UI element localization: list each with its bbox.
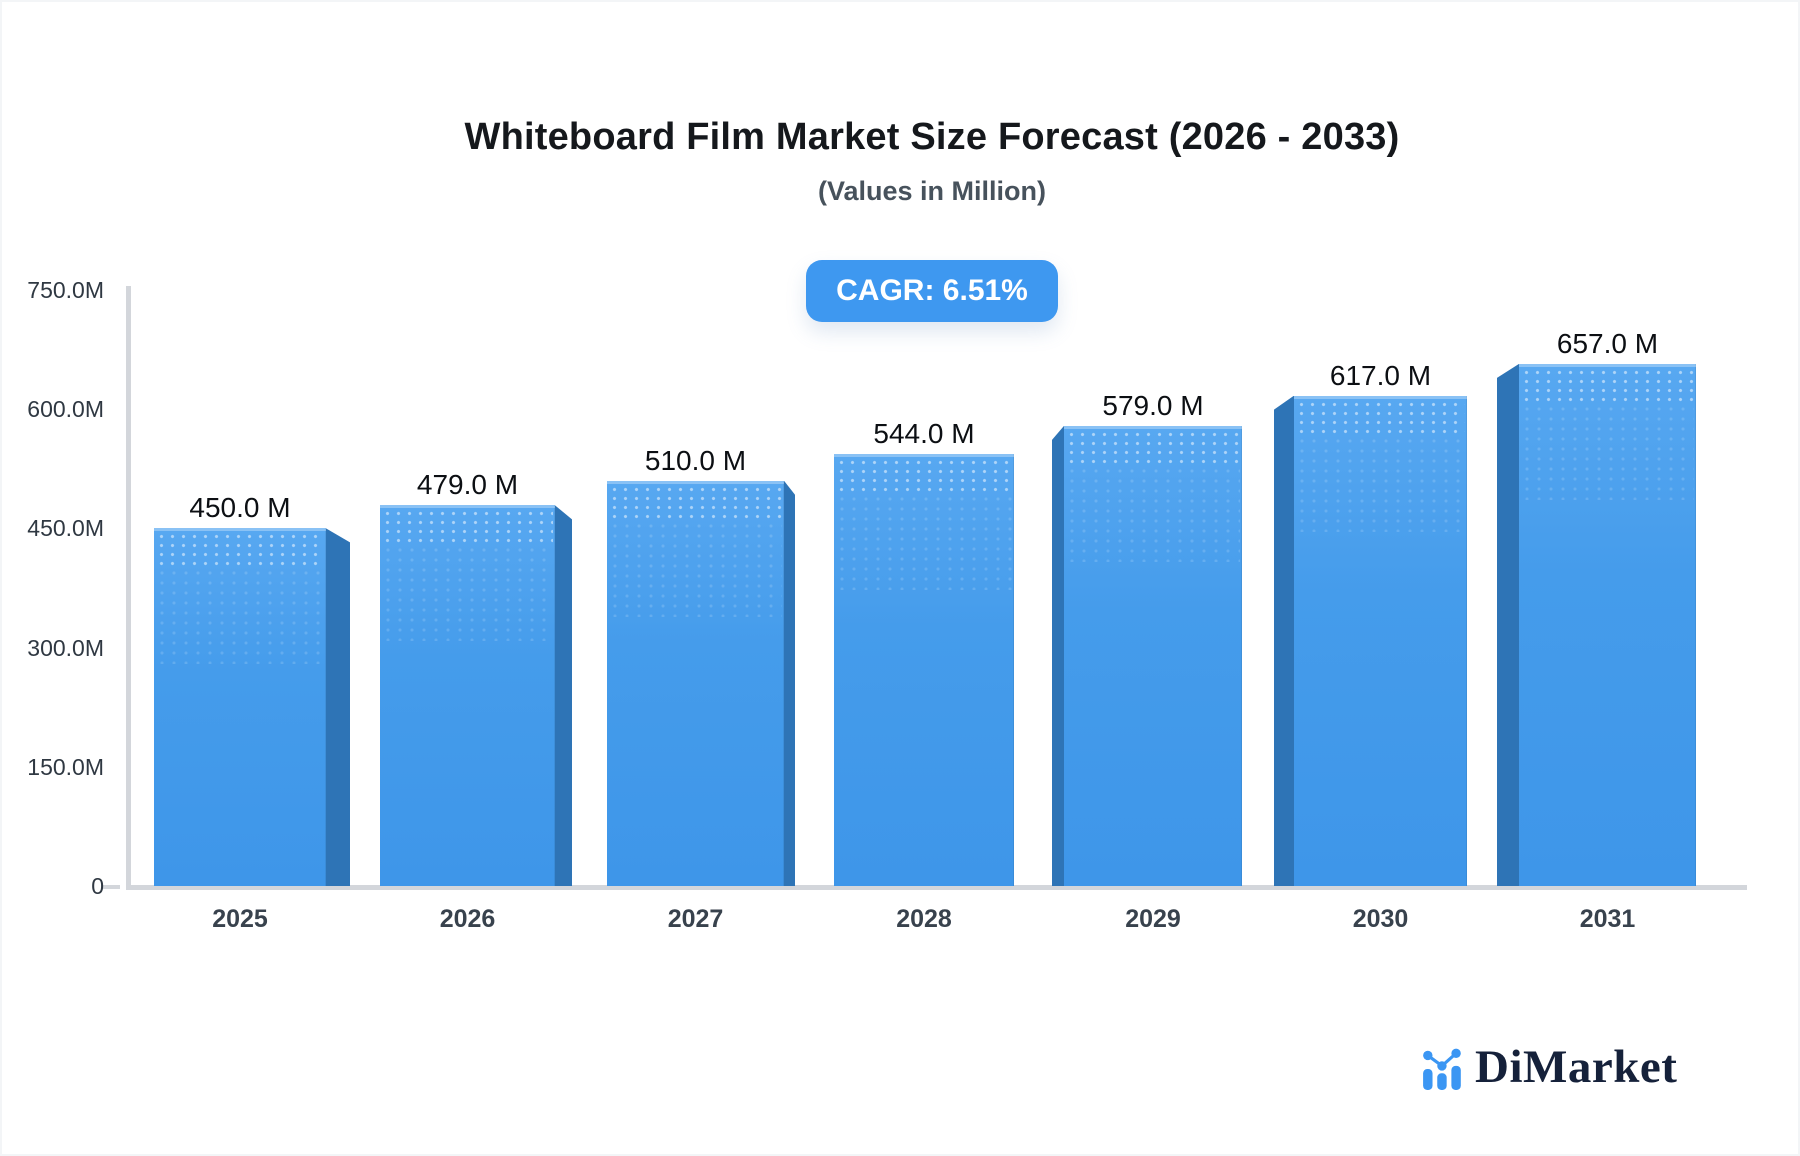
cagr-badge-row: CAGR: 6.51%: [62, 260, 1798, 322]
bar-2029[interactable]: [1064, 425, 1242, 886]
x-tick-label-2027: 2027: [667, 905, 724, 933]
y-tick-label-450.0m: 450.0M: [27, 515, 104, 542]
zero-tick-mark: [102, 885, 120, 889]
bar-texture: [156, 568, 324, 665]
bar-texture: [1521, 367, 1694, 404]
x-tick-label-2026: 2026: [439, 905, 496, 933]
brand-name: DiMarket: [1475, 1041, 1678, 1093]
bar-side-panel-2029: [1052, 425, 1064, 886]
bar-2027[interactable]: [607, 480, 784, 886]
bar-texture: [382, 509, 553, 546]
bar-value-label-2030: 617.0 M: [1329, 359, 1432, 391]
bar-texture: [836, 493, 1012, 590]
bar-texture: [382, 545, 553, 642]
page-title: Whiteboard Film Market Size Forecast (20…: [464, 116, 1400, 158]
bar-value-label-2028: 544.0 M: [873, 417, 975, 449]
bar-texture: [609, 520, 782, 617]
x-tick-label-2028: 2028: [896, 905, 952, 933]
bar-chart-logo-icon: [1423, 1048, 1461, 1090]
brand-logo: DiMarket: [1422, 1041, 1678, 1093]
bar-texture: [836, 457, 1012, 494]
bar-2030[interactable]: [1294, 395, 1467, 886]
x-tick-label-2030: 2030: [1352, 905, 1409, 933]
bar-texture: [156, 532, 324, 569]
bar-side-panel-2026: [555, 505, 572, 886]
bar-value-label-2025: 450.0 M: [189, 492, 291, 524]
bar-2028[interactable]: [834, 453, 1014, 886]
bar-texture: [609, 484, 782, 521]
bar-side-panel-2031: [1497, 363, 1519, 886]
bar-value-label-2027: 510.0 M: [644, 444, 747, 476]
bar-value-label-2029: 579.0 M: [1102, 389, 1204, 421]
bar-side-panel-2030: [1274, 395, 1294, 886]
y-tick-label-750.0m: 750.0M: [27, 276, 104, 303]
bar-side-panel-2027: [784, 480, 795, 886]
bar-texture: [1066, 429, 1240, 466]
bar-2031[interactable]: [1519, 363, 1696, 886]
chart-subtitle: (Values in Million): [817, 176, 1047, 206]
y-tick-label-150.0m: 150.0M: [27, 753, 104, 780]
cagr-badge: CAGR: 6.51%: [806, 260, 1058, 322]
x-tick-label-2029: 2029: [1125, 905, 1181, 933]
bar-2025[interactable]: [154, 528, 326, 886]
y-tick-label-600.0m: 600.0M: [27, 396, 104, 423]
bar-value-label-2031: 657.0 M: [1556, 327, 1659, 359]
bar-texture: [1296, 399, 1465, 436]
y-tick-label-300.0m: 300.0M: [27, 634, 104, 661]
y-axis-line: [126, 286, 131, 890]
bar-texture: [1066, 465, 1240, 562]
x-axis-line: [126, 885, 1747, 890]
x-tick-label-2031: 2031: [1579, 905, 1636, 933]
bar-texture: [1296, 435, 1465, 532]
bar-texture: [1521, 403, 1694, 500]
x-tick-label-2025: 2025: [212, 905, 268, 933]
bar-2026[interactable]: [380, 505, 555, 886]
bar-side-panel-2025: [326, 528, 350, 886]
bar-value-label-2026: 479.0 M: [416, 469, 519, 501]
y-tick-label-0: 0: [91, 873, 104, 899]
